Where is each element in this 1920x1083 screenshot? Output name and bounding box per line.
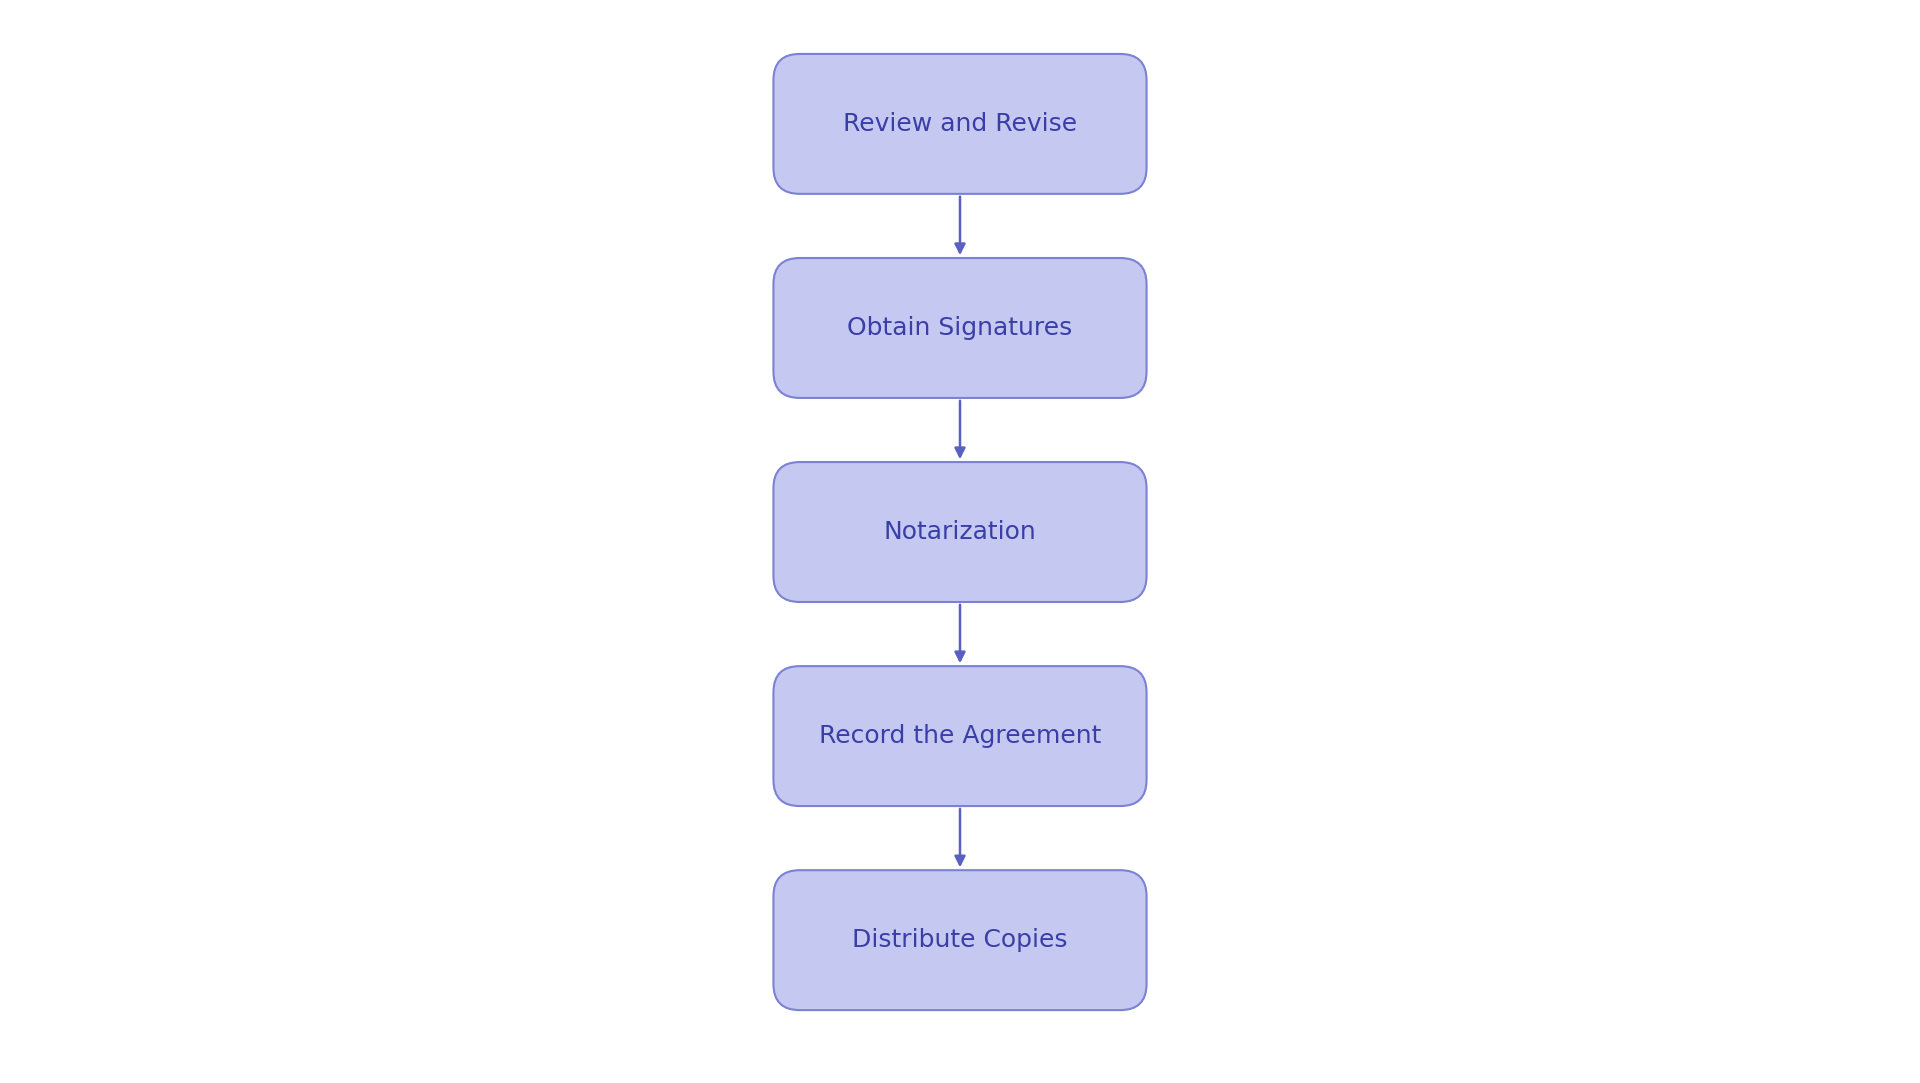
Text: Notarization: Notarization: [883, 520, 1037, 544]
FancyBboxPatch shape: [774, 870, 1146, 1010]
FancyBboxPatch shape: [774, 258, 1146, 397]
FancyBboxPatch shape: [774, 54, 1146, 194]
Text: Distribute Copies: Distribute Copies: [852, 928, 1068, 952]
FancyBboxPatch shape: [774, 666, 1146, 806]
Text: Record the Agreement: Record the Agreement: [818, 725, 1102, 748]
Text: Review and Revise: Review and Revise: [843, 112, 1077, 135]
FancyBboxPatch shape: [774, 462, 1146, 602]
Text: Obtain Signatures: Obtain Signatures: [847, 316, 1073, 340]
